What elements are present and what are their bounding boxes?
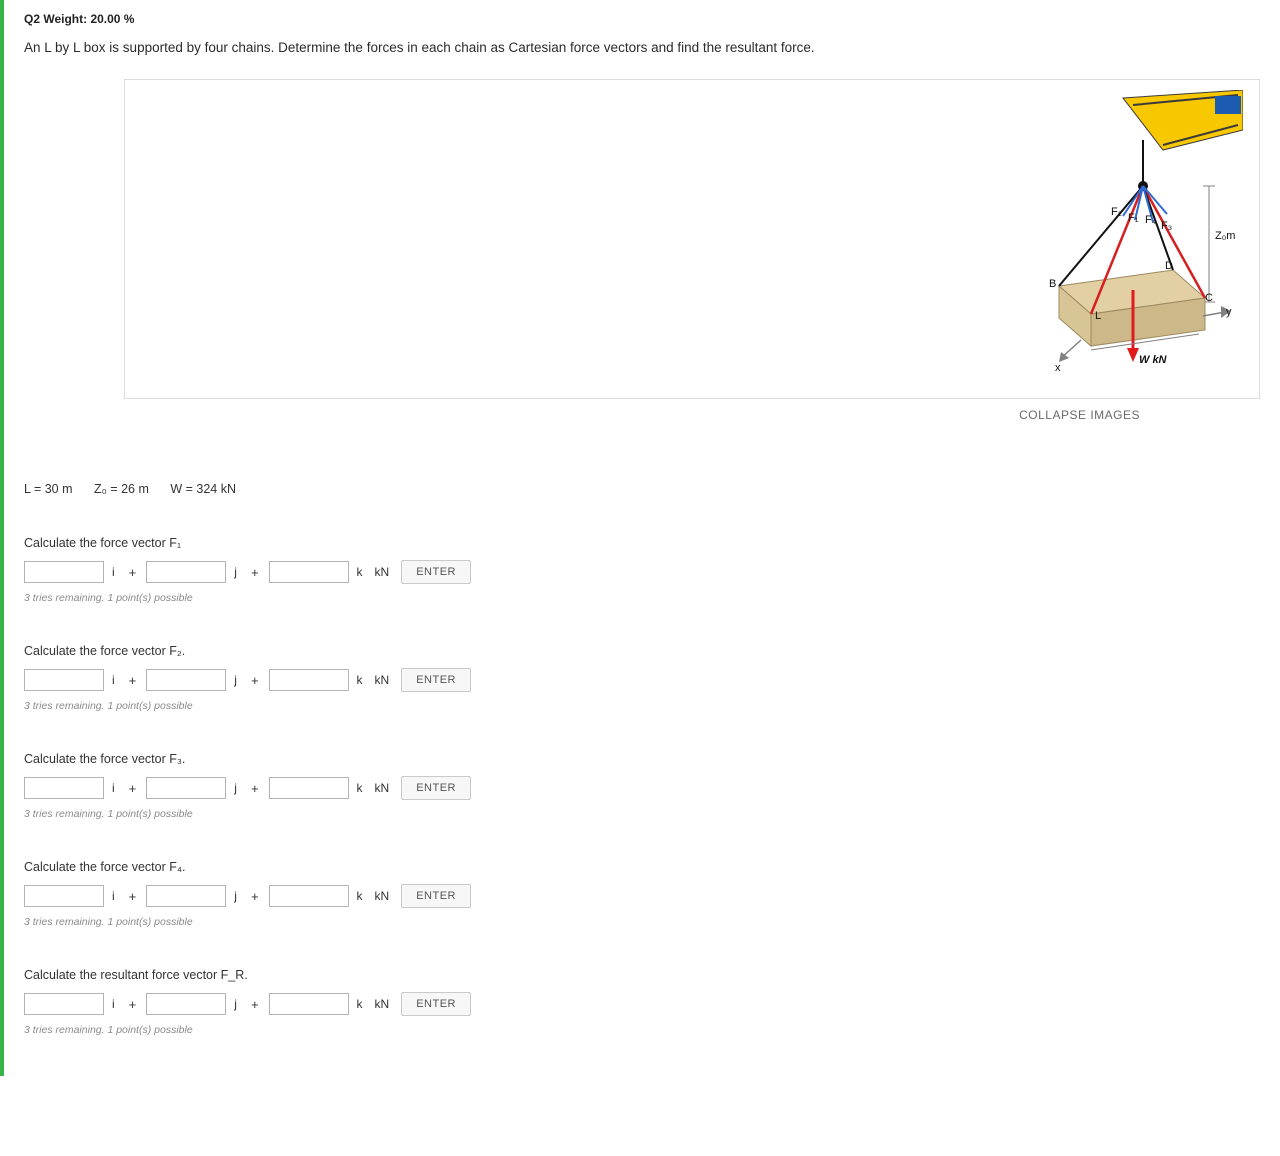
i-unit-label: i [112,781,115,795]
k-unit-label: k [357,889,363,903]
question-label: Calculate the force vector F₁ [24,536,1260,550]
question-block-4: Calculate the force vector F₄. i + j + kkN ENT… [24,860,1260,928]
param-w: W = 324 kN [170,482,236,496]
label-b: B [1049,278,1056,290]
plus-label: + [129,673,137,688]
question-prompt: An L by L box is supported by four chain… [24,40,1260,55]
collapse-images-link[interactable]: COLLAPSE IMAGES [1019,408,1140,422]
enter-button[interactable]: ENTER [401,560,471,584]
i-unit-label: i [112,565,115,579]
label-f2: F₂ [1111,206,1122,218]
i-component-input[interactable] [24,669,104,691]
j-component-input[interactable] [146,993,226,1015]
j-unit-label: j [234,673,237,687]
i-component-input[interactable] [24,777,104,799]
enter-button[interactable]: ENTER [401,992,471,1016]
i-component-input[interactable] [24,561,104,583]
label-f4: F₄ [1145,214,1156,226]
tries-remaining: 3 tries remaining. 1 point(s) possible [24,808,1260,820]
plus-label: + [251,889,259,904]
question-block-3: Calculate the force vector F₃. i + j + kkN ENT… [24,752,1260,820]
collapse-row: COLLAPSE IMAGES [24,407,1260,422]
k-component-input[interactable] [269,561,349,583]
plus-label: + [251,997,259,1012]
kn-label: kN [375,565,390,579]
answer-row: i + j + kkN ENTER [24,992,1260,1016]
tries-remaining: 3 tries remaining. 1 point(s) possible [24,916,1260,928]
enter-button[interactable]: ENTER [401,668,471,692]
plus-label: + [251,565,259,580]
j-component-input[interactable] [146,885,226,907]
answer-row: i + j + kkN ENTER [24,776,1260,800]
j-unit-label: j [234,781,237,795]
question-weight: Q2 Weight: 20.00 % [24,12,1260,26]
parameters: L = 30 m Z₀ = 26 m W = 324 kN [24,482,1260,496]
enter-button[interactable]: ENTER [401,776,471,800]
k-component-input[interactable] [269,885,349,907]
answer-row: i + j + kkN ENTER [24,884,1260,908]
plus-label: + [251,673,259,688]
figure-panel: F₂ F₁ F₄ F₃ Z₀m B C D L y x W kN [124,79,1260,399]
question-label: Calculate the force vector F₄. [24,860,1260,874]
answer-row: i + j + kkN ENTER [24,560,1260,584]
answer-row: i + j + kkN ENTER [24,668,1260,692]
tries-remaining: 3 tries remaining. 1 point(s) possible [24,592,1260,604]
crane-svg [963,90,1243,390]
j-component-input[interactable] [146,561,226,583]
label-y: y [1226,306,1232,318]
question-block-5: Calculate the resultant force vector F_R… [24,968,1260,1036]
label-f1: F₁ [1128,212,1138,224]
label-wkn: W kN [1139,354,1167,366]
k-unit-label: k [357,997,363,1011]
question-label: Calculate the force vector F₃. [24,752,1260,766]
param-z0: Z₀ = 26 m [94,482,149,496]
param-l: L = 30 m [24,482,73,496]
label-l: L [1095,310,1101,322]
label-f3: F₃ [1161,220,1172,232]
kn-label: kN [375,997,390,1011]
enter-button[interactable]: ENTER [401,884,471,908]
question-block-2: Calculate the force vector F₂. i + j + kkN ENT… [24,644,1260,712]
k-component-input[interactable] [269,777,349,799]
label-x: x [1055,362,1061,374]
k-unit-label: k [357,781,363,795]
tries-remaining: 3 tries remaining. 1 point(s) possible [24,1024,1260,1036]
j-unit-label: j [234,997,237,1011]
i-component-input[interactable] [24,993,104,1015]
plus-label: + [129,997,137,1012]
plus-label: + [129,781,137,796]
i-unit-label: i [112,889,115,903]
plus-label: + [129,889,137,904]
j-unit-label: j [234,565,237,579]
question-label: Calculate the force vector F₂. [24,644,1260,658]
label-c: C [1205,292,1213,304]
j-component-input[interactable] [146,669,226,691]
k-unit-label: k [357,565,363,579]
tries-remaining: 3 tries remaining. 1 point(s) possible [24,700,1260,712]
kn-label: kN [375,673,390,687]
label-z0m: Z₀m [1215,230,1235,242]
k-component-input[interactable] [269,669,349,691]
j-unit-label: j [234,889,237,903]
kn-label: kN [375,889,390,903]
question-block-1: Calculate the force vector F₁ i + j + kkN ENTE… [24,536,1260,604]
k-unit-label: k [357,673,363,687]
question-container: Q2 Weight: 20.00 % An L by L box is supp… [0,0,1280,1076]
k-component-input[interactable] [269,993,349,1015]
label-d: D [1165,260,1173,272]
i-unit-label: i [112,673,115,687]
kn-label: kN [375,781,390,795]
i-component-input[interactable] [24,885,104,907]
plus-label: + [251,781,259,796]
j-component-input[interactable] [146,777,226,799]
i-unit-label: i [112,997,115,1011]
figure-diagram: F₂ F₁ F₄ F₃ Z₀m B C D L y x W kN [963,90,1243,390]
question-label: Calculate the resultant force vector F_R… [24,968,1260,982]
plus-label: + [129,565,137,580]
